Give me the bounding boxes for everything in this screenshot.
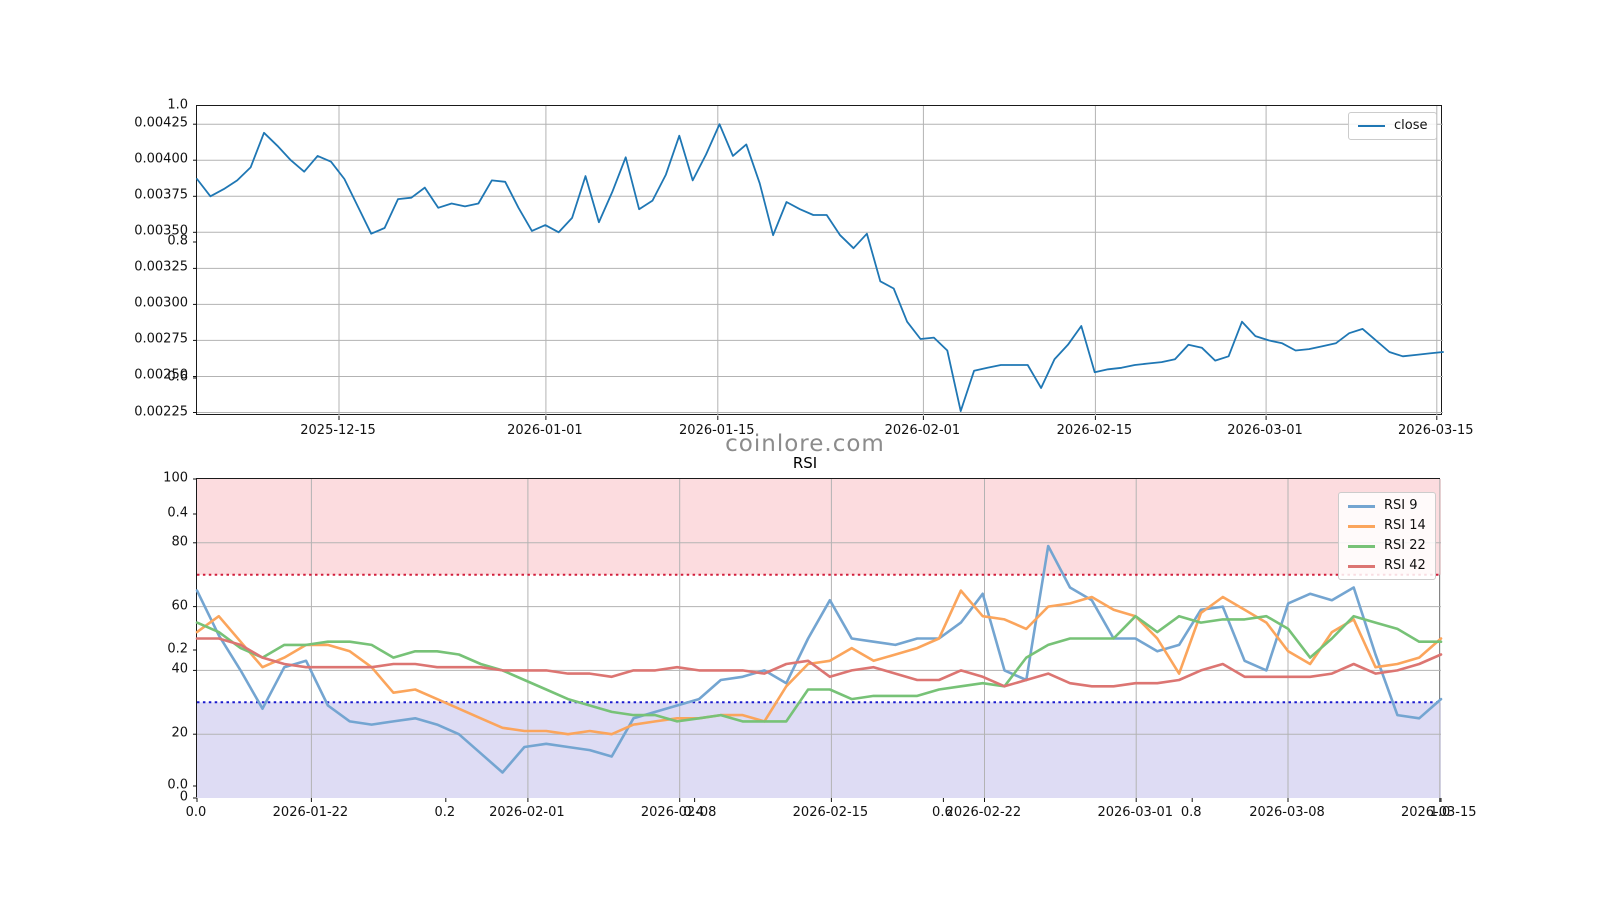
- legend-line-swatch: [1348, 564, 1375, 568]
- overlay-x-tick-label: 0.0: [185, 805, 207, 820]
- watermark: coinlore.com: [725, 431, 885, 457]
- legend-line-swatch: [1348, 524, 1375, 528]
- legend-item-rsi-22: RSI 22: [1348, 538, 1426, 554]
- overlay-x-tick-label: 0.6: [932, 805, 953, 820]
- overlay-y-tick-label: 1.0: [167, 97, 188, 113]
- legend-line-swatch: [1348, 544, 1375, 548]
- rsi-y-tick-label: 20: [171, 725, 188, 741]
- rsi-chart-legend: RSI 9 RSI 14 RSI 22 RSI 42: [1338, 492, 1436, 580]
- overlay-y-tick-label: 0.6: [167, 369, 188, 385]
- legend-line-swatch: [1348, 504, 1375, 508]
- legend-label: RSI 22: [1384, 538, 1426, 553]
- price-chart-plot[interactable]: [193, 105, 1444, 420]
- rsi-x-tick-label: 2026-02-08: [640, 805, 717, 820]
- price-x-tick-label: 2026-03-01: [1227, 423, 1303, 438]
- overlay-y-tick-label: 0.2: [167, 641, 188, 657]
- legend-label: RSI 42: [1384, 558, 1426, 573]
- price-y-tick-label: 0.00225: [134, 404, 188, 420]
- price-y-tick-label: 0.00425: [134, 115, 188, 131]
- price-y-tick-label: 0.00300: [134, 295, 188, 311]
- rsi-y-tick-label: 60: [171, 598, 188, 614]
- overlay-y-tick-label: 0.4: [167, 505, 188, 521]
- rsi-y-tick-label: 100: [163, 470, 188, 486]
- rsi-x-tick-label: 2026-01-22: [272, 805, 349, 820]
- price-x-tick-label: 2026-03-15: [1397, 423, 1474, 438]
- legend-item-rsi-14: RSI 14: [1348, 518, 1426, 534]
- price-y-tick-label: 0.00275: [134, 331, 188, 347]
- rsi-y-tick-label: 40: [171, 661, 188, 677]
- legend-line-swatch: [1358, 125, 1385, 127]
- overlay-x-tick-label: 0.8: [1180, 805, 1202, 820]
- price-x-tick-label: 2026-01-01: [507, 423, 583, 438]
- price-x-tick-label: 2025-12-15: [300, 423, 376, 438]
- price-y-tick-label: 0.00350: [134, 223, 188, 239]
- legend-label: close: [1394, 118, 1428, 133]
- rsi-chart-title: RSI: [792, 454, 818, 472]
- overlay-x-tick-label: 0.2: [434, 805, 456, 820]
- legend-item-rsi-9: RSI 9: [1348, 498, 1426, 514]
- price-x-tick-label: 2026-02-01: [884, 423, 961, 438]
- rsi-y-tick-label: 80: [171, 534, 188, 550]
- price-chart-svg: [193, 106, 1444, 420]
- rsi-x-tick-label: 2026-03-08: [1249, 805, 1325, 820]
- rsi-x-tick-label: 2026-02-15: [792, 805, 869, 820]
- rsi-chart-svg: [193, 478, 1443, 802]
- overlay-x-tick-label: 0.4: [683, 805, 704, 820]
- price-y-tick-label: 0.00250: [134, 367, 188, 383]
- overlay-x-tick-label: 1.0: [1429, 805, 1451, 820]
- rsi-chart-plot[interactable]: [193, 478, 1443, 802]
- price-x-tick-label: 2026-01-15: [679, 423, 755, 438]
- rsi-x-tick-label: 2026-02-22: [945, 805, 1022, 820]
- price-x-tick-label: 2026-02-15: [1056, 423, 1133, 438]
- rsi-x-tick-label: 2026-02-01: [489, 805, 565, 820]
- price-chart-legend: close: [1348, 112, 1438, 140]
- rsi-x-tick-label: 2026-03-15: [1400, 805, 1477, 820]
- price-y-tick-label: 0.00400: [134, 151, 188, 167]
- rsi-y-tick-label: 0: [179, 789, 188, 805]
- price-y-tick-label: 0.00325: [134, 259, 188, 275]
- rsi-x-tick-label: 2026-03-01: [1097, 805, 1173, 820]
- price-y-tick-label: 0.00375: [134, 187, 188, 203]
- legend-item-close: close: [1358, 118, 1427, 134]
- legend-label: RSI 14: [1384, 518, 1426, 533]
- legend-label: RSI 9: [1384, 498, 1418, 513]
- overlay-y-tick-label: 0.0: [167, 777, 188, 793]
- legend-item-rsi-42: RSI 42: [1348, 558, 1426, 574]
- overlay-y-tick-label: 0.8: [167, 233, 188, 249]
